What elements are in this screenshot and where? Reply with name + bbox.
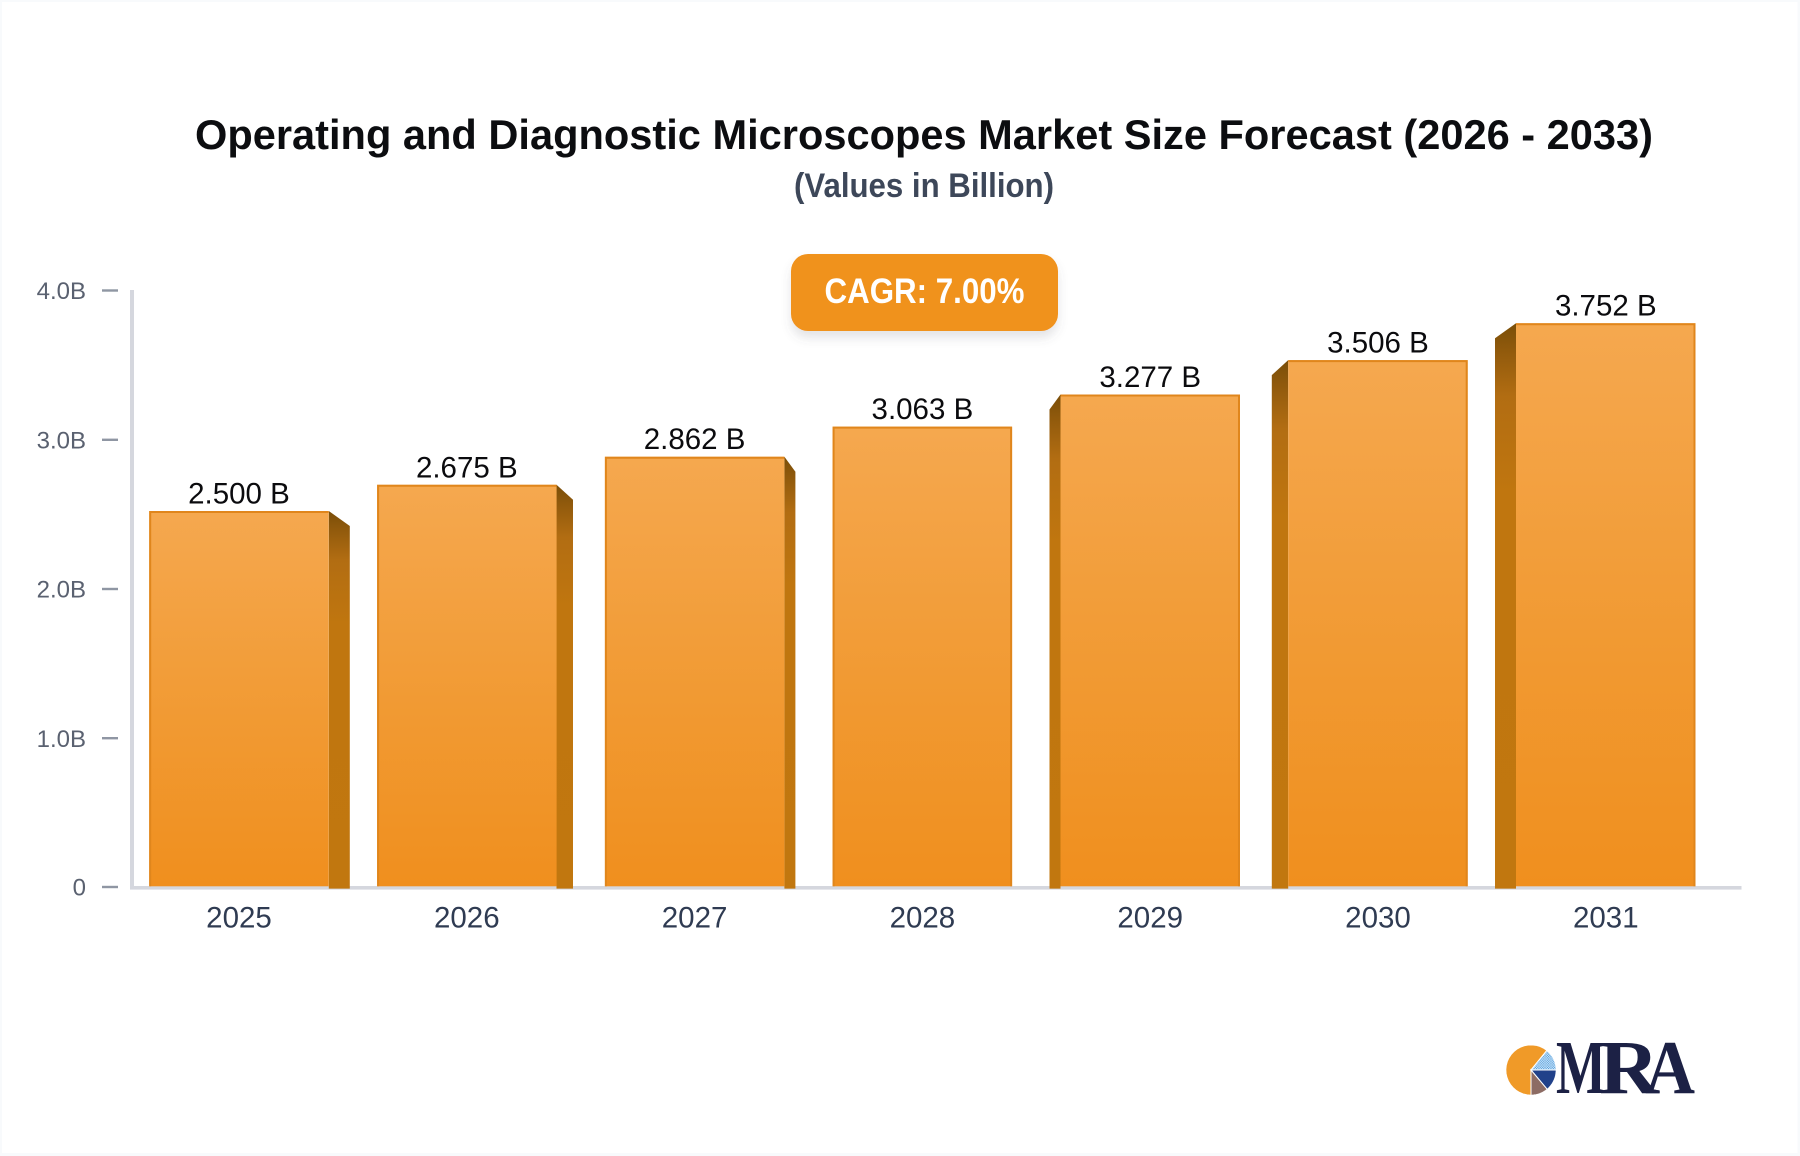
svg-text:3.0B: 3.0B [37,427,86,454]
svg-text:2028: 2028 [890,902,956,935]
svg-text:1.0B: 1.0B [37,726,86,753]
svg-text:2031: 2031 [1573,902,1639,935]
svg-text:2025: 2025 [206,902,272,935]
svg-text:2029: 2029 [1117,902,1183,935]
svg-text:3.752 B: 3.752 B [1555,290,1657,323]
svg-text:M: M [1556,1026,1606,1110]
svg-text:2027: 2027 [662,902,728,935]
svg-text:3.063 B: 3.063 B [872,393,974,426]
svg-text:2.675 B: 2.675 B [416,451,518,484]
svg-text:(Values in Billion): (Values in Billion) [794,167,1054,205]
svg-text:0: 0 [73,875,86,902]
svg-text:3.277 B: 3.277 B [1099,361,1201,394]
svg-text:2026: 2026 [434,902,500,935]
svg-text:A: A [1645,1026,1695,1110]
svg-text:R: R [1599,1026,1660,1110]
svg-text:3.506 B: 3.506 B [1327,327,1429,360]
svg-text:4.0B: 4.0B [37,278,86,305]
svg-text:2.862 B: 2.862 B [644,423,746,456]
svg-text:CAGR: 7.00%: CAGR: 7.00% [825,272,1025,311]
svg-text:2.0B: 2.0B [37,577,86,604]
svg-text:2.500 B: 2.500 B [188,478,290,511]
svg-text:Operating and Diagnostic Micro: Operating and Diagnostic Microscopes Mar… [195,111,1653,158]
svg-text:2030: 2030 [1345,902,1411,935]
